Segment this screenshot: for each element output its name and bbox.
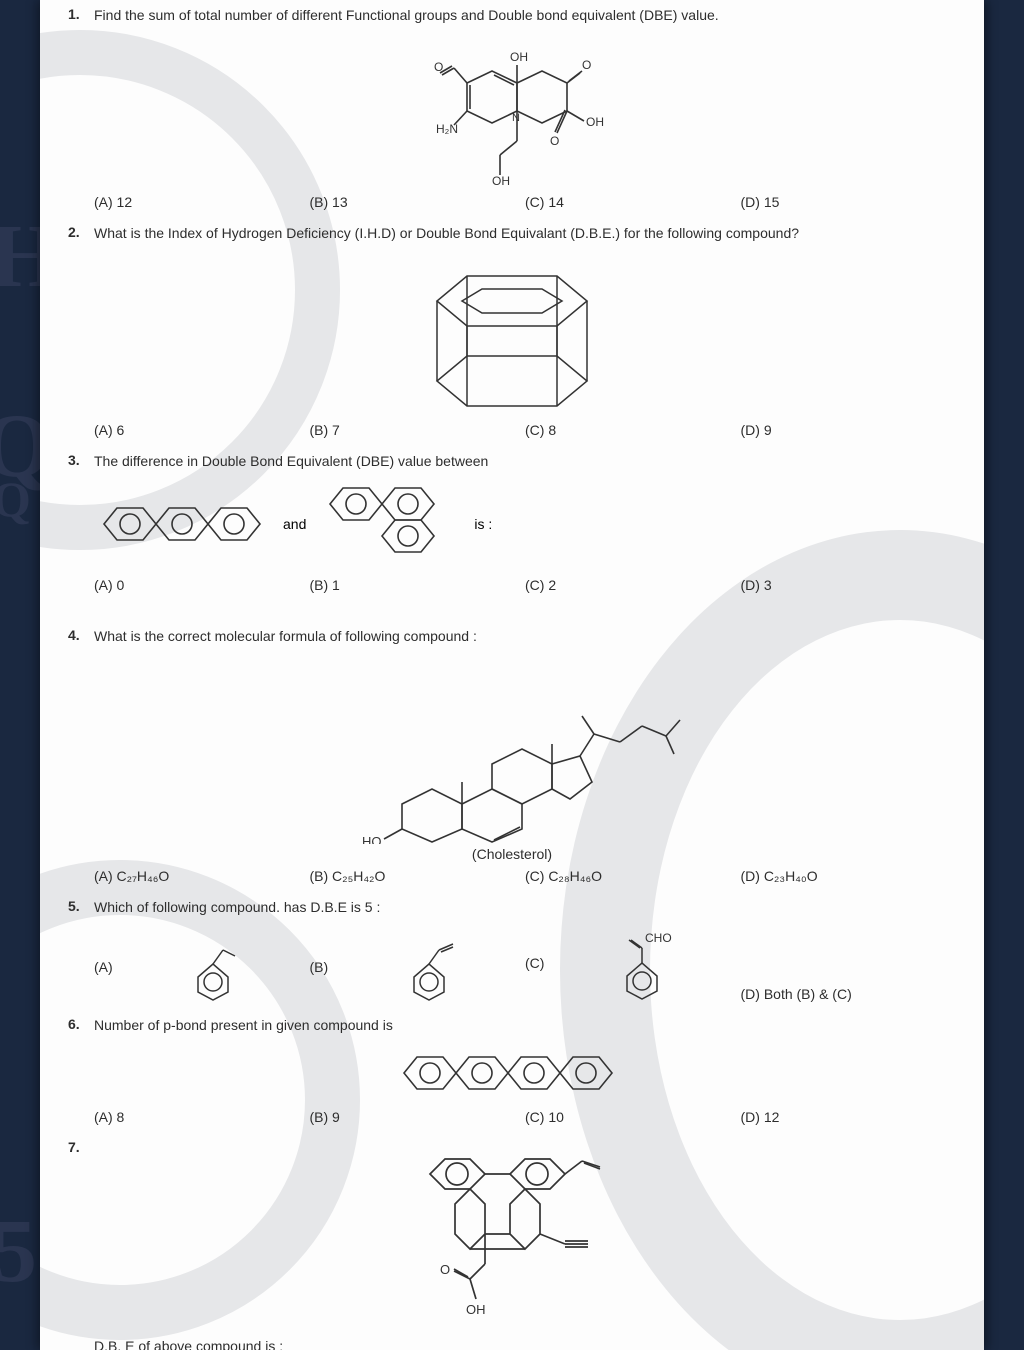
question-1: 1. Find the sum of total number of diffe… bbox=[68, 6, 956, 210]
q2-options: (A) 6 (B) 7 (C) 8 (D) 9 bbox=[68, 422, 956, 438]
svg-text:H₂N: H₂N bbox=[436, 122, 458, 136]
q2-opt-b[interactable]: (B) 7 bbox=[310, 422, 526, 438]
question-5: 5. Which of following compound. has D.B.… bbox=[68, 898, 956, 1003]
q3-number: 3. bbox=[68, 452, 86, 468]
bg-letter-q2: Q bbox=[0, 470, 31, 528]
svg-text:OH: OH bbox=[586, 115, 604, 129]
q4-text: What is the correct molecular formula of… bbox=[94, 627, 956, 646]
svg-text:O: O bbox=[440, 1262, 450, 1277]
q3-opt-c[interactable]: (C) 2 bbox=[525, 577, 741, 593]
q2-opt-d[interactable]: (D) 9 bbox=[741, 422, 957, 438]
question-6: 6. Number of p-bond present in given com… bbox=[68, 1016, 956, 1125]
q2-structure bbox=[68, 251, 956, 416]
q1-structure: O OH O OH O H₂N N OH bbox=[68, 33, 956, 188]
q1-opt-b[interactable]: (B) 13 bbox=[310, 194, 526, 210]
q3-opt-a[interactable]: (A) 0 bbox=[94, 577, 310, 593]
q2-opt-c[interactable]: (C) 8 bbox=[525, 422, 741, 438]
q4-opt-c[interactable]: (C) C₂₈H₄₆O bbox=[525, 868, 741, 884]
q1-opt-a[interactable]: (A) 12 bbox=[94, 194, 310, 210]
q3-and: and bbox=[283, 516, 306, 532]
svg-text:OH: OH bbox=[492, 174, 510, 188]
svg-text:OH: OH bbox=[466, 1302, 486, 1317]
q7-number: 7. bbox=[68, 1139, 86, 1155]
q5-opt-d[interactable]: (D) Both (B) & (C) bbox=[741, 986, 957, 1002]
bg-letter-5: 5 bbox=[0, 1200, 37, 1303]
q3-opt-d[interactable]: (D) 3 bbox=[741, 577, 957, 593]
q7-text: D.B. E of above compound is : bbox=[68, 1338, 956, 1350]
q4-opt-d[interactable]: (D) C₂₃H₄₀O bbox=[741, 868, 957, 884]
q3-opt-b[interactable]: (B) 1 bbox=[310, 577, 526, 593]
svg-text:O: O bbox=[550, 134, 559, 148]
page: 1. Find the sum of total number of diffe… bbox=[40, 0, 984, 1350]
svg-text:HO: HO bbox=[362, 834, 382, 844]
q1-options: (A) 12 (B) 13 (C) 14 (D) 15 bbox=[68, 194, 956, 210]
q1-number: 1. bbox=[68, 6, 86, 22]
q4-options: (A) C₂₇H₄₆O (B) C₂₅H₄₂O (C) C₂₈H₄₆O (D) … bbox=[68, 868, 956, 884]
q3-text: The difference in Double Bond Equivalent… bbox=[94, 452, 956, 471]
q6-text: Number of p-bond present in given compou… bbox=[94, 1016, 956, 1035]
q7-structure: O OH bbox=[94, 1139, 956, 1334]
q4-structure: HO (Cholesterol) bbox=[68, 654, 956, 862]
question-4: 4. What is the correct molecular formula… bbox=[68, 627, 956, 884]
q3-structure-b bbox=[320, 479, 460, 569]
q4-opt-b[interactable]: (B) C₂₅H₄₂O bbox=[310, 868, 526, 884]
q6-options: (A) 8 (B) 9 (C) 10 (D) 12 bbox=[68, 1109, 956, 1125]
q5-opt-c-label: (C) bbox=[525, 955, 544, 971]
q1-text: Find the sum of total number of differen… bbox=[94, 6, 956, 25]
q6-opt-a[interactable]: (A) 8 bbox=[94, 1109, 310, 1125]
question-2: 2. What is the Index of Hydrogen Deficie… bbox=[68, 224, 956, 438]
q6-opt-c[interactable]: (C) 10 bbox=[525, 1109, 741, 1125]
q2-number: 2. bbox=[68, 224, 86, 240]
svg-text:OH: OH bbox=[510, 50, 528, 64]
q5-opt-a[interactable]: (A) bbox=[94, 932, 310, 1002]
q6-number: 6. bbox=[68, 1016, 86, 1032]
q3-structure-a bbox=[94, 496, 269, 552]
q2-text: What is the Index of Hydrogen Deficiency… bbox=[94, 224, 956, 243]
q1-opt-c[interactable]: (C) 14 bbox=[525, 194, 741, 210]
q3-is: is : bbox=[474, 516, 492, 532]
q4-caption: (Cholesterol) bbox=[68, 846, 956, 862]
q5-text: Which of following compound. has D.B.E i… bbox=[94, 898, 956, 917]
q5-number: 5. bbox=[68, 898, 86, 914]
question-3: 3. The difference in Double Bond Equival… bbox=[68, 452, 956, 593]
q5-options: (A) (B) (C) bbox=[68, 924, 956, 1002]
svg-text:CHO: CHO bbox=[645, 931, 672, 945]
q5-opt-c[interactable]: (C) CHO bbox=[525, 924, 741, 1002]
q1-opt-d[interactable]: (D) 15 bbox=[741, 194, 957, 210]
q4-opt-a[interactable]: (A) C₂₇H₄₆O bbox=[94, 868, 310, 884]
q6-opt-d[interactable]: (D) 12 bbox=[741, 1109, 957, 1125]
svg-text:O: O bbox=[582, 58, 591, 72]
q4-number: 4. bbox=[68, 627, 86, 643]
q6-structure bbox=[68, 1043, 956, 1103]
q6-opt-b[interactable]: (B) 9 bbox=[310, 1109, 526, 1125]
q5-opt-a-label: (A) bbox=[94, 959, 113, 975]
q3-options: (A) 0 (B) 1 (C) 2 (D) 3 bbox=[68, 577, 956, 593]
q5-opt-b[interactable]: (B) bbox=[310, 932, 526, 1002]
q5-opt-b-label: (B) bbox=[310, 959, 329, 975]
q2-opt-a[interactable]: (A) 6 bbox=[94, 422, 310, 438]
question-7: 7. bbox=[68, 1139, 956, 1350]
svg-text:N: N bbox=[512, 112, 520, 124]
svg-text:O: O bbox=[434, 60, 443, 74]
